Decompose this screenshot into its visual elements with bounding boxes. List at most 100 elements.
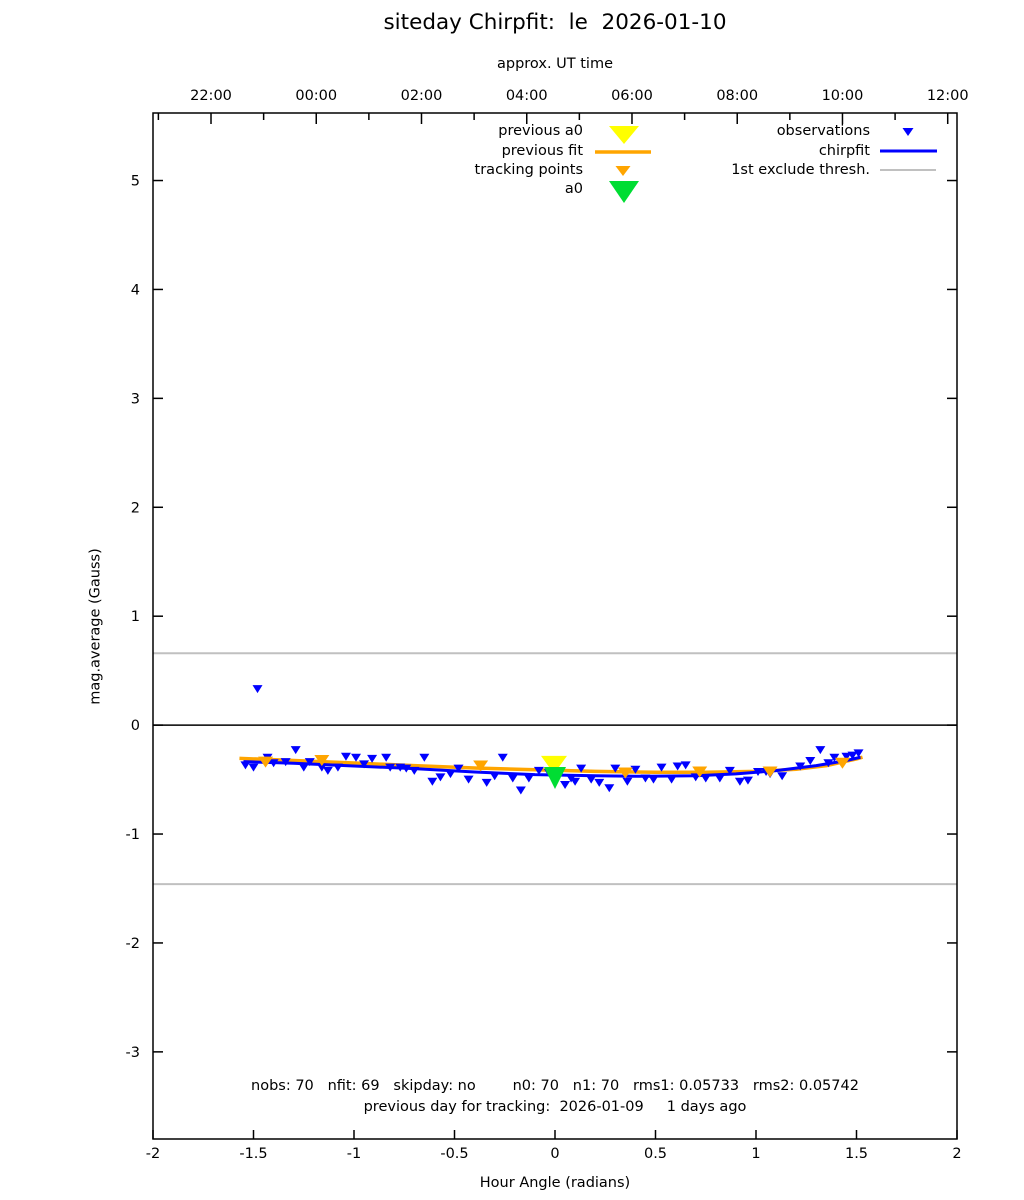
observation-point <box>656 763 667 772</box>
observation-point <box>252 685 263 694</box>
legend-label-chirpfit: chirpfit <box>818 143 870 159</box>
observation-point <box>427 777 438 786</box>
observation-point <box>630 765 641 774</box>
y-tick-label: 0 <box>131 718 140 734</box>
x-tick-label: -1.5 <box>239 1146 267 1162</box>
tracking-point <box>258 756 274 768</box>
observation-point <box>742 776 753 785</box>
y-tick-label: 5 <box>131 174 140 190</box>
observation-point <box>316 763 327 772</box>
tracking-point <box>762 766 778 778</box>
tracking-point <box>692 766 708 778</box>
observation-point <box>515 786 526 795</box>
observation-point <box>507 774 518 783</box>
ut-tick-label: 04:00 <box>506 88 548 104</box>
observation-point <box>847 751 858 760</box>
observation-point <box>240 761 251 770</box>
observation-point <box>435 773 446 782</box>
observation-point <box>570 777 581 786</box>
observation-point <box>322 766 333 775</box>
ut-tick-label: 00:00 <box>295 88 337 104</box>
legend-label-exclude-thresh: 1st exclude thresh. <box>731 162 870 178</box>
x-tick-label: -0.5 <box>440 1146 468 1162</box>
observation-point <box>714 774 725 783</box>
y-tick-label: -3 <box>126 1045 140 1061</box>
legend-observations-marker <box>902 128 914 136</box>
observation-point <box>672 762 683 771</box>
legend-previous-a0-marker <box>609 126 639 144</box>
x-tick-label: -2 <box>146 1146 160 1162</box>
observation-point <box>648 775 659 784</box>
observation-point <box>340 752 351 761</box>
ut-tick-label: 10:00 <box>822 88 864 104</box>
observation-point <box>594 778 605 787</box>
previous-a0-marker <box>540 755 567 774</box>
y-tick-label: -2 <box>126 936 140 952</box>
observation-point <box>622 777 633 786</box>
observation-point <box>385 763 396 772</box>
observation-point <box>604 784 615 793</box>
y-axis-label: mag.average (Gauss) <box>87 548 104 705</box>
observation-point <box>481 778 492 787</box>
x-axis-label: Hour Angle (radians) <box>479 1175 631 1191</box>
observation-point <box>795 762 806 771</box>
observation-point <box>445 770 456 779</box>
observation-point <box>610 764 621 773</box>
ut-tick-label: 22:00 <box>190 88 232 104</box>
legend-label-tracking-points: tracking points <box>474 162 583 178</box>
observation-point <box>351 753 362 762</box>
x-tick-label: 1.5 <box>845 1146 868 1162</box>
x-tick-label: 2 <box>952 1146 961 1162</box>
observation-point <box>805 757 816 766</box>
observation-point <box>280 758 291 767</box>
tracking-point <box>314 755 330 767</box>
observation-point <box>533 766 544 775</box>
ut-tick-label: 06:00 <box>611 88 653 104</box>
tracking-day-line: previous day for tracking: 2026-01-09 1 … <box>363 1099 747 1115</box>
tracking-point <box>617 767 633 779</box>
observation-point <box>680 761 691 770</box>
observation-point <box>724 766 735 775</box>
observation-point <box>497 753 508 762</box>
observation-point <box>640 774 651 783</box>
y-tick-label: 4 <box>131 282 140 298</box>
x-tick-label: 0 <box>550 1146 559 1162</box>
observation-point <box>381 753 392 762</box>
plot-frame <box>152 112 958 1140</box>
legend-label-previous-a0: previous a0 <box>498 123 583 139</box>
observation-point <box>523 774 534 783</box>
stats-line: nobs: 70 nfit: 69 skipday: no n0: 70 n1:… <box>251 1078 859 1094</box>
observation-point <box>268 759 279 768</box>
observation-point <box>690 773 701 782</box>
observation-point <box>777 772 788 781</box>
top-axis-label: approx. UT time <box>497 56 613 72</box>
ut-tick-label: 12:00 <box>927 88 969 104</box>
legend-a0-marker <box>609 181 639 203</box>
observation-point <box>409 766 420 775</box>
observation-point <box>248 763 259 772</box>
observation-point <box>829 753 840 762</box>
legend-label-a0: a0 <box>564 181 583 197</box>
observation-point <box>586 775 597 784</box>
observation-point <box>332 763 343 772</box>
observation-point <box>576 764 587 773</box>
observation-point <box>401 764 412 773</box>
observation-point <box>700 774 711 783</box>
y-tick-label: 1 <box>131 609 140 625</box>
observation-point <box>734 777 745 786</box>
legend-label-observations: observations <box>776 123 870 139</box>
observation-point <box>489 772 500 781</box>
x-tick-label: 0.5 <box>644 1146 667 1162</box>
observation-point <box>666 775 677 784</box>
legend-tracking-marker <box>615 166 631 176</box>
observation-point <box>853 749 864 758</box>
y-tick-label: 3 <box>131 391 140 407</box>
observation-point <box>419 753 430 762</box>
observation-point <box>841 752 852 761</box>
ut-tick-label: 08:00 <box>716 88 758 104</box>
ut-tick-label: 02:00 <box>401 88 443 104</box>
observation-point <box>304 758 315 767</box>
observation-point <box>453 764 464 773</box>
